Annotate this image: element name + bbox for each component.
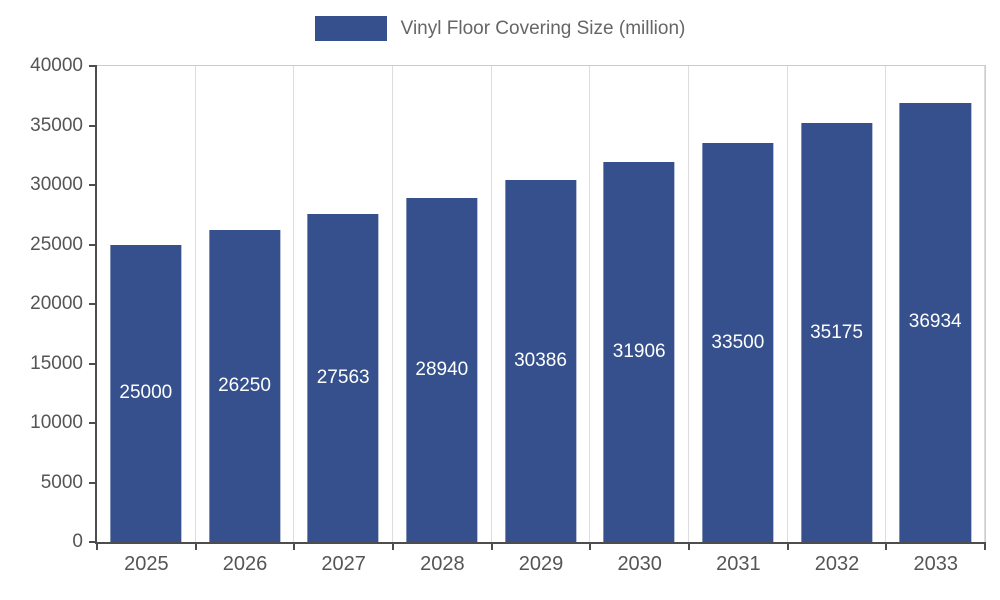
bar-2027[interactable]: 27563 <box>307 214 379 542</box>
y-axis-tick <box>89 243 97 246</box>
x-axis-tick <box>490 542 493 550</box>
y-axis-label-40000: 40000 <box>30 55 83 76</box>
bar-value-label: 33500 <box>711 331 765 353</box>
category-column-2029: 30386 <box>492 66 591 542</box>
x-axis-tick <box>786 542 789 550</box>
bar-2028[interactable]: 28940 <box>406 197 478 542</box>
y-axis-label-10000: 10000 <box>30 412 83 433</box>
y-axis-tick <box>89 422 97 424</box>
y-axis-tick <box>89 481 97 484</box>
bar-2031[interactable]: 33500 <box>702 143 774 542</box>
bar-value-label: 28940 <box>415 358 469 380</box>
y-axis-label-0: 0 <box>72 531 83 552</box>
x-axis-label-2029: 2029 <box>518 553 564 575</box>
y-axis-label-35000: 35000 <box>30 114 83 136</box>
y-axis-tick <box>89 184 97 186</box>
bar-2032[interactable]: 35175 <box>800 123 873 542</box>
bar-value-label: 30386 <box>514 350 567 372</box>
y-axis-label-25000: 25000 <box>30 233 83 255</box>
y-axis-label-5000: 5000 <box>40 471 83 493</box>
x-axis-tick <box>687 542 690 550</box>
y-axis-tick <box>89 303 97 305</box>
x-axis-label-2027: 2027 <box>321 553 366 575</box>
bar-value-label: 35175 <box>810 321 863 343</box>
bar-value-label: 27563 <box>316 367 370 388</box>
bar-value-label: 36934 <box>908 311 962 333</box>
x-axis-label-2031: 2031 <box>716 553 761 575</box>
legend-label[interactable]: Vinyl Floor Covering Size (million) <box>400 17 686 39</box>
category-column-2028: 28940 <box>393 66 492 542</box>
category-column-2026: 26250 <box>196 66 295 542</box>
y-axis-label-20000: 20000 <box>30 293 83 314</box>
y-axis-tick <box>89 65 97 67</box>
bar-2030[interactable]: 31906 <box>603 162 675 542</box>
x-axis-label-2030: 2030 <box>617 553 662 575</box>
x-axis-label-2032: 2032 <box>814 553 860 575</box>
bar-2025[interactable]: 25000 <box>110 244 182 542</box>
x-axis-tick <box>293 542 296 550</box>
legend-swatch[interactable] <box>314 16 387 41</box>
y-axis-tick <box>89 124 97 127</box>
x-axis-tick <box>885 542 888 550</box>
y-axis-label-30000: 30000 <box>30 174 83 195</box>
x-axis-tick <box>589 542 592 550</box>
x-axis-tick <box>391 542 394 550</box>
category-column-2027: 27563 <box>294 66 394 542</box>
category-column-2025: 25000 <box>97 66 196 542</box>
bar-value-label: 31906 <box>612 341 666 363</box>
y-axis-label-15000: 15000 <box>30 352 83 374</box>
legend: Vinyl Floor Covering Size (million) <box>0 16 1000 41</box>
bar-2033[interactable]: 36934 <box>899 102 971 542</box>
category-column-2031: 33500 <box>689 66 788 542</box>
x-axis-tick <box>984 542 986 550</box>
y-axis-tick <box>89 541 97 543</box>
category-column-2033: 36934 <box>886 66 986 542</box>
x-axis-tick <box>96 542 98 550</box>
bar-2029[interactable]: 30386 <box>504 180 577 542</box>
x-axis-label-2033: 2033 <box>913 553 958 575</box>
y-axis-tick <box>89 362 97 365</box>
category-column-2032: 35175 <box>788 66 887 542</box>
plot-area: 25000 26250 27563 28940 30386 31906 33500 35175… <box>30 55 986 552</box>
x-axis-label-2028: 2028 <box>420 553 465 575</box>
x-axis-tick <box>194 542 197 550</box>
bar-value-label: 25000 <box>119 382 173 404</box>
category-column-2030: 31906 <box>590 66 690 542</box>
x-axis-labels: 2025 2026 2027 2028 2029 2030 2031 2032 2033 <box>97 553 985 576</box>
x-axis-label-2025: 2025 <box>124 553 169 575</box>
x-axis-label-2026: 2026 <box>222 553 268 575</box>
bar-value-label: 26250 <box>218 374 271 396</box>
bar-2026[interactable]: 26250 <box>208 229 281 542</box>
